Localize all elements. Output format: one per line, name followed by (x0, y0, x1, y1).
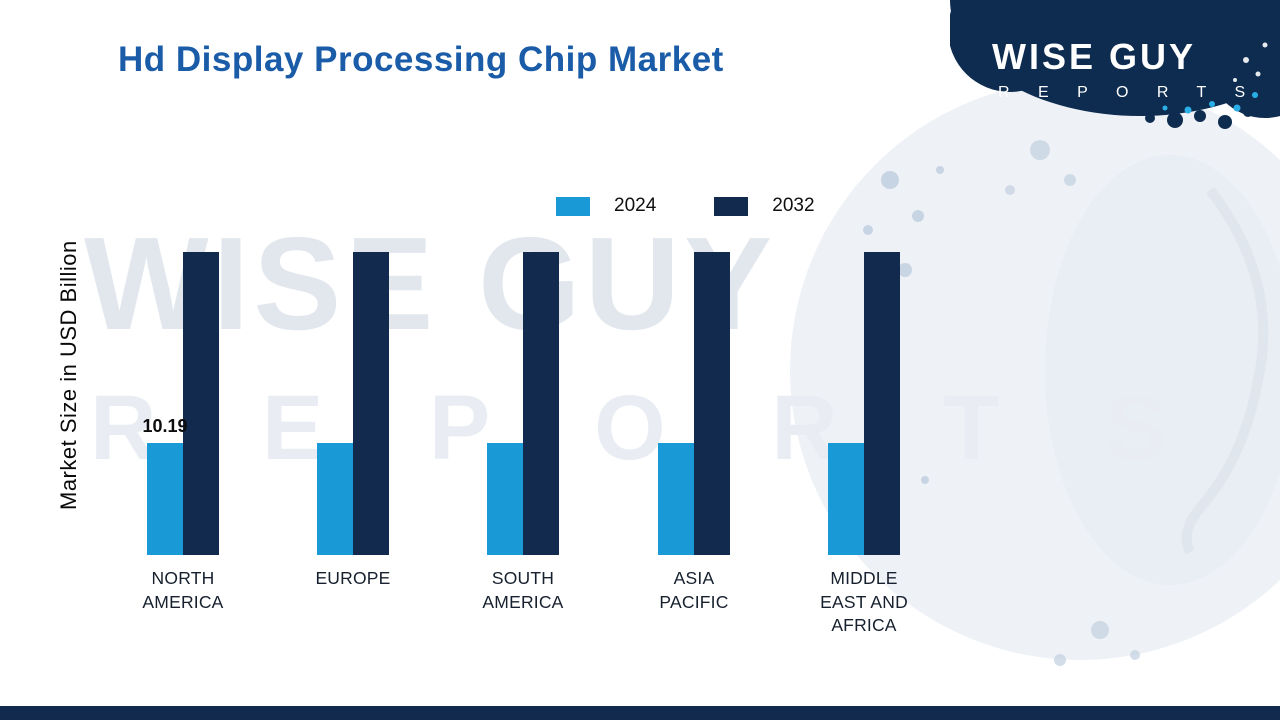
logo-background-shape (950, 0, 1280, 129)
bar-group-middle-east-and-africa (828, 252, 900, 555)
category-label-asia-pacific: ASIA PACIFIC (659, 568, 729, 612)
category-label-north-america: NORTH AMERICA (142, 568, 224, 612)
logo-wordmark: WISE GUY (992, 36, 1197, 77)
bar-group-north-america (147, 252, 219, 555)
bar-group-asia-pacific (658, 252, 730, 555)
logo-reports-text: R E P O R T S (998, 84, 1258, 101)
y-axis-label: Market Size in USD Billion (56, 240, 81, 510)
bar-group-south-america (487, 252, 559, 555)
legend-item-2024: 2024 (556, 195, 656, 217)
bar-2024-europe (317, 443, 353, 555)
bar-2032-asia-pacific (694, 252, 730, 555)
legend-item-2032: 2032 (714, 195, 815, 217)
bar-2032-middle-east-and-africa (864, 252, 900, 555)
bar-chart-plot: NORTH AMERICA EUROPE SOUTH AMERICA ASIA PAC… (130, 240, 920, 635)
bar-2032-north-america (183, 252, 219, 555)
chart-legend: 2024 2032 (556, 195, 815, 217)
footer-bar (0, 706, 1280, 720)
category-label-europe: EUROPE (315, 568, 391, 588)
wiseguy-logo: WISE GUY R E P O R T S (950, 0, 1280, 160)
bar-2032-south-america (523, 252, 559, 555)
legend-swatch-2024 (556, 196, 590, 216)
category-label-middle-east-and-africa: MIDDLE EAST AND AFRICA (820, 568, 908, 636)
bar-2024-asia-pacific (658, 443, 694, 555)
legend-label-2032: 2032 (772, 195, 815, 216)
bar-2024-south-america (487, 443, 523, 555)
bar-2032-europe (353, 252, 389, 555)
bar-2024-north-america (147, 443, 183, 555)
bar-group-europe (317, 252, 389, 555)
category-label-south-america: SOUTH AMERICA (482, 568, 564, 612)
data-label-north-america-2024: 10.19 (142, 416, 188, 436)
page-title: Hd Display Processing Chip Market (118, 40, 724, 79)
bar-2024-middle-east-and-africa (828, 443, 864, 555)
legend-swatch-2032 (714, 196, 749, 216)
legend-label-2024: 2024 (614, 195, 657, 216)
